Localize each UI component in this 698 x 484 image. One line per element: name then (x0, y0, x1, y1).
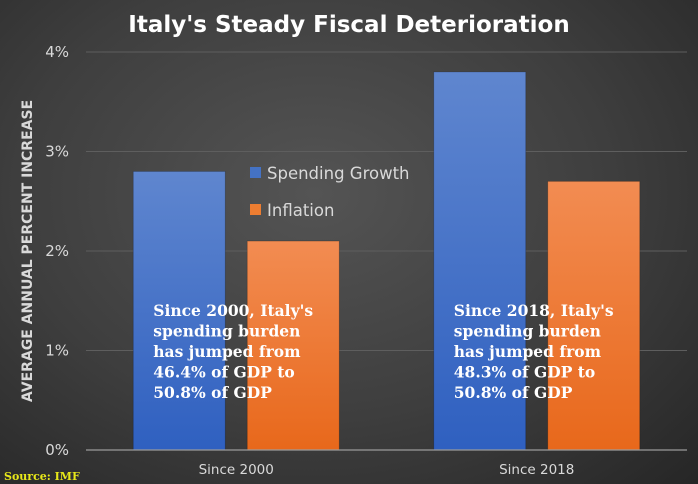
y-axis-label: AVERAGE ANNUAL PERCENT INCREASE (20, 100, 36, 402)
x-tick-label: Since 2000 (199, 462, 274, 478)
y-tick-label: 2% (45, 242, 69, 260)
annotation-line: Since 2000, Italy's (153, 301, 313, 320)
bar-inflation-since-2018 (547, 180, 641, 451)
legend-label-spending-growth: Spending Growth (267, 164, 410, 183)
legend: Spending Growth Inflation (250, 164, 410, 220)
annotation-line: 50.8% of GDP (153, 383, 272, 402)
x-tick-label: Since 2018 (499, 462, 574, 478)
y-tick-label: 3% (45, 143, 69, 161)
chart-title: Italy's Steady Fiscal Deterioration (128, 12, 569, 38)
annotation-line: 50.8% of GDP (454, 383, 573, 402)
legend-label-inflation: Inflation (267, 201, 334, 220)
annotation-line: has jumped from (153, 342, 301, 361)
annotation-line: 48.3% of GDP to (454, 363, 596, 382)
annotation-line: Since 2018, Italy's (454, 301, 614, 320)
annotation-line: 46.4% of GDP to (153, 363, 295, 382)
y-tick-label: 1% (45, 342, 69, 360)
bar-spending-growth-since-2000 (132, 170, 226, 451)
x-axis-labels: Since 2000 Since 2018 (199, 462, 575, 478)
bars (132, 71, 641, 451)
y-tick-label: 4% (45, 43, 69, 61)
y-tick-label: 0% (45, 441, 69, 459)
legend-swatch-inflation (250, 204, 261, 215)
bar-spending-growth-since-2018 (433, 71, 527, 451)
annotation-line: spending burden (454, 322, 601, 341)
annotation-line: spending burden (153, 322, 300, 341)
source-note: Source: IMF (4, 470, 80, 483)
y-axis-ticks: 0% 1% 2% 3% 4% (45, 43, 69, 459)
legend-swatch-spending-growth (250, 167, 261, 178)
annotation-line: has jumped from (454, 342, 602, 361)
